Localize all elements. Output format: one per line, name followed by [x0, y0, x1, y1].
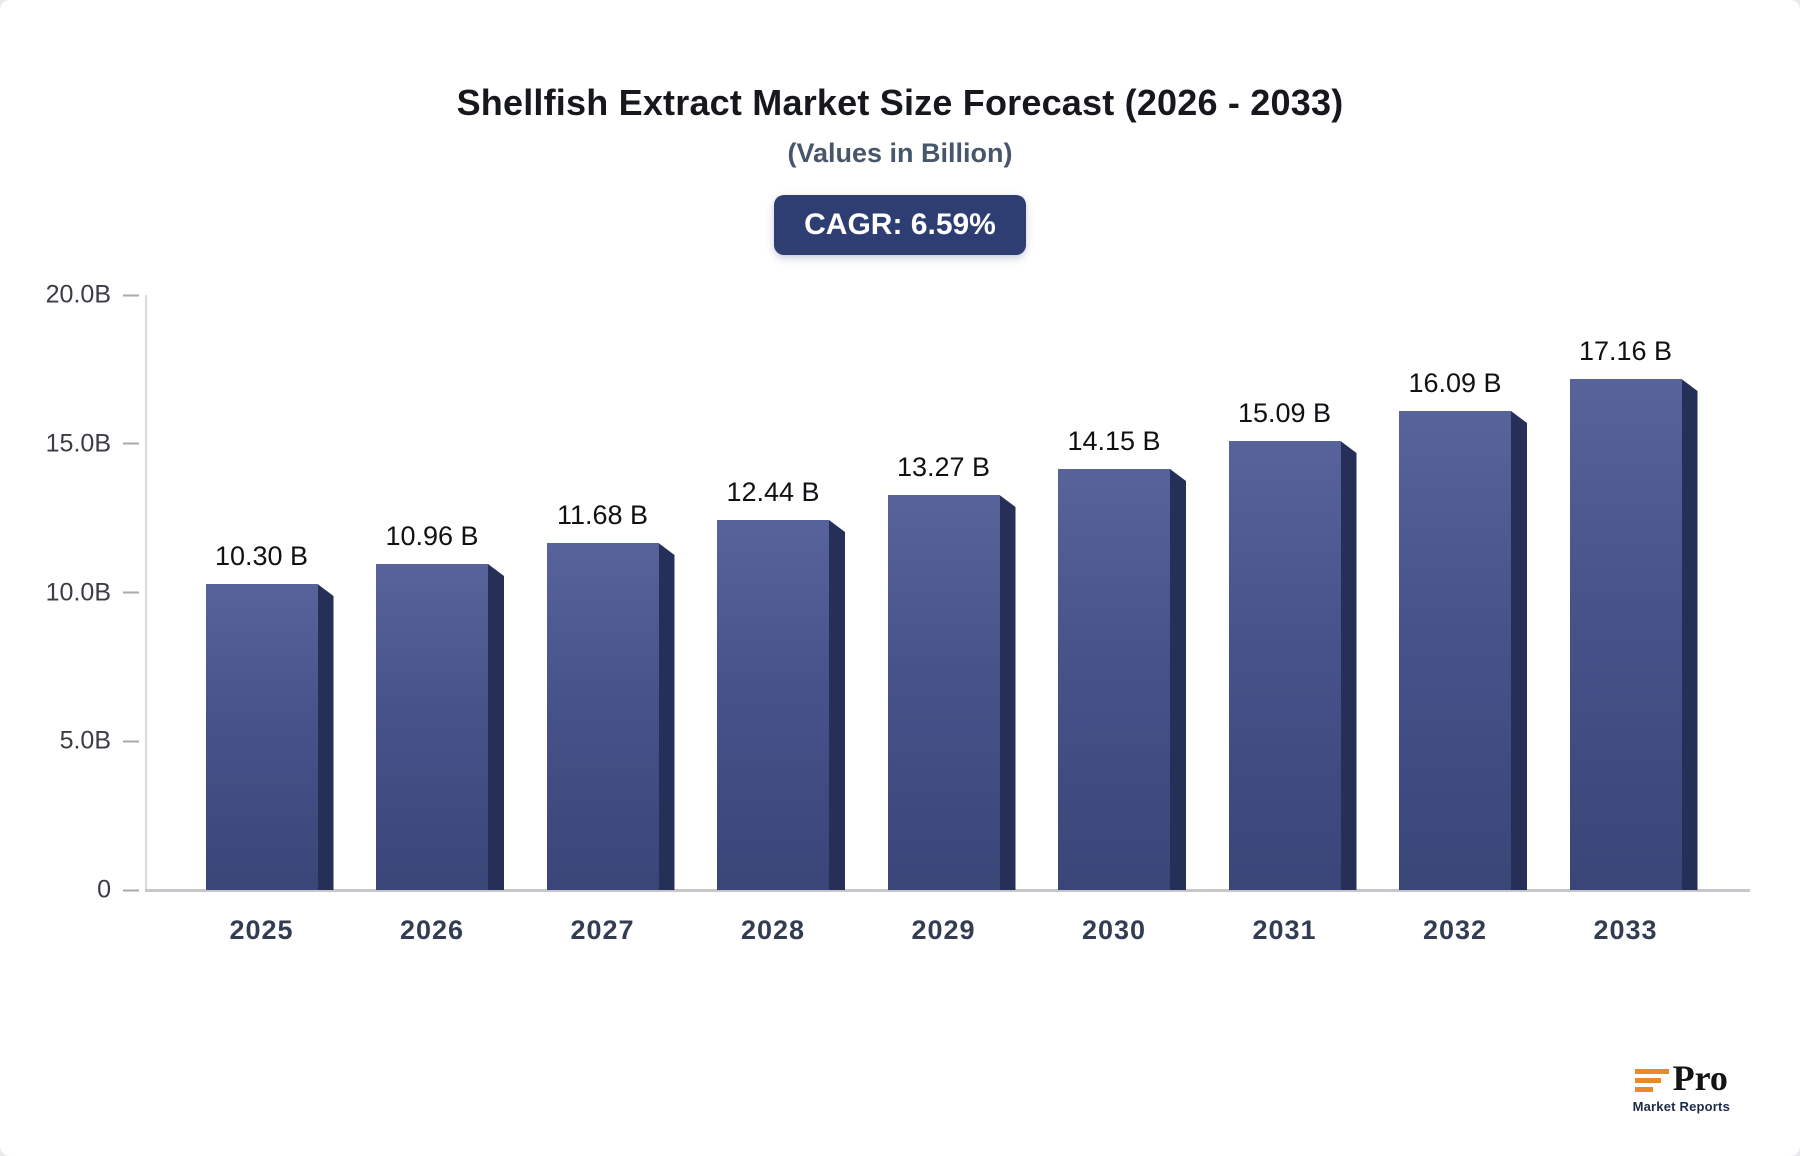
bar-front-face — [1228, 441, 1341, 890]
bar-column: 17.16 B 2033 — [1569, 295, 1698, 945]
brand-logo: Pro Market Reports — [1633, 1060, 1730, 1114]
bar — [717, 520, 845, 890]
cagr-badge: CAGR: 6.59% — [774, 195, 1026, 255]
y-tick: 20.0B — [46, 281, 147, 310]
bar — [1058, 469, 1186, 890]
x-axis-label: 2027 — [570, 915, 635, 945]
y-tick: 10.0B — [46, 578, 147, 607]
y-tick: 15.0B — [46, 429, 147, 458]
chart-title: Shellfish Extract Market Size Forecast (… — [456, 82, 1344, 123]
bar-value-label: 13.27 B — [896, 452, 991, 482]
y-tick-label: 20.0B — [45, 280, 111, 309]
bar-value-label: 16.09 B — [1408, 368, 1502, 398]
bar-column: 14.15 B 2030 — [1058, 295, 1186, 945]
logo-brand-subtext: Market Reports — [1632, 1099, 1730, 1114]
y-tick-mark — [123, 740, 139, 743]
bar — [546, 543, 675, 890]
bar-column: 15.09 B 2031 — [1228, 295, 1357, 945]
logo-lines-icon — [1634, 1069, 1669, 1092]
bar-value-label: 11.68 B — [556, 500, 649, 530]
bar — [1569, 379, 1698, 890]
bar — [1399, 411, 1527, 890]
bar-front-face — [887, 495, 1000, 890]
bar-side-face — [488, 564, 504, 890]
bar-front-face — [546, 543, 659, 890]
y-tick-mark — [123, 889, 139, 891]
x-axis-line — [145, 889, 1750, 892]
bar-front-face — [1058, 469, 1170, 890]
x-axis-label: 2031 — [1252, 915, 1317, 945]
y-tick-mark — [123, 442, 139, 445]
bar-front-face — [1399, 411, 1511, 890]
bar-column: 12.44 B 2028 — [717, 295, 845, 945]
bar-value-label: 10.30 B — [214, 541, 309, 571]
bar-value-label: 17.16 B — [1578, 336, 1673, 366]
bar-column: 10.30 B 2025 — [205, 295, 334, 945]
bar-side-face — [1681, 379, 1698, 890]
bar — [887, 495, 1016, 890]
y-tick-mark — [123, 591, 139, 594]
bar-front-face — [717, 520, 829, 890]
x-axis-label: 2033 — [1593, 915, 1658, 945]
x-axis-label: 2025 — [229, 915, 294, 945]
logo-brand-text: Pro — [1672, 1058, 1728, 1098]
y-tick: 5.0B — [60, 727, 147, 756]
bar-series: 10.30 B 2025 10.96 B 2026 11.68 B 2027 12.44 B… — [147, 295, 1740, 945]
bar-side-face — [1170, 469, 1186, 890]
bar-column: 13.27 B 2029 — [887, 295, 1016, 945]
x-axis-label: 2028 — [740, 915, 806, 945]
bar-side-face — [658, 543, 675, 890]
bar-front-face — [376, 564, 488, 890]
x-axis-label: 2029 — [911, 915, 976, 945]
bar-side-face — [829, 520, 845, 890]
y-tick-label: 10.0B — [45, 578, 111, 606]
x-axis-label: 2026 — [399, 915, 465, 945]
bar-value-label: 15.09 B — [1237, 398, 1332, 428]
y-tick: 0 — [97, 876, 147, 905]
y-tick-label: 15.0B — [45, 429, 111, 458]
bar-value-label: 14.15 B — [1067, 426, 1161, 456]
bar-side-face — [999, 495, 1016, 890]
x-axis-label: 2032 — [1422, 915, 1488, 945]
bar — [376, 564, 504, 890]
bar-column: 10.96 B 2026 — [376, 295, 504, 945]
plot-area: 20.0B 15.0B 10.0B 5.0B 0 10.30 B 2025 10.96 B 2… — [46, 281, 1750, 945]
bar-side-face — [317, 584, 334, 890]
y-tick-label: 5.0B — [59, 726, 111, 755]
chart-area: 20.0B 15.0B 10.0B 5.0B 0 10.30 B 2025 10.96 B 2… — [40, 281, 1750, 945]
bar-column: 16.09 B 2032 — [1399, 295, 1527, 945]
bar-side-face — [1340, 441, 1357, 890]
bar — [205, 584, 334, 890]
x-axis-label: 2030 — [1081, 915, 1147, 945]
bar-column: 11.68 B 2027 — [546, 295, 675, 945]
brand-logo-mark: Pro — [1633, 1060, 1730, 1096]
bar-value-label: 10.96 B — [385, 521, 479, 551]
chart-subtitle: (Values in Billion) — [787, 138, 1013, 168]
bar-value-label: 12.44 B — [726, 477, 820, 507]
y-tick-label: 0 — [97, 875, 111, 904]
y-tick-mark — [123, 294, 139, 296]
bar-front-face — [1569, 379, 1682, 890]
bar-front-face — [205, 584, 318, 890]
chart-header: Shellfish Extract Market Size Forecast (… — [0, 0, 1800, 255]
bar-side-face — [1511, 411, 1527, 890]
bar — [1228, 441, 1357, 890]
